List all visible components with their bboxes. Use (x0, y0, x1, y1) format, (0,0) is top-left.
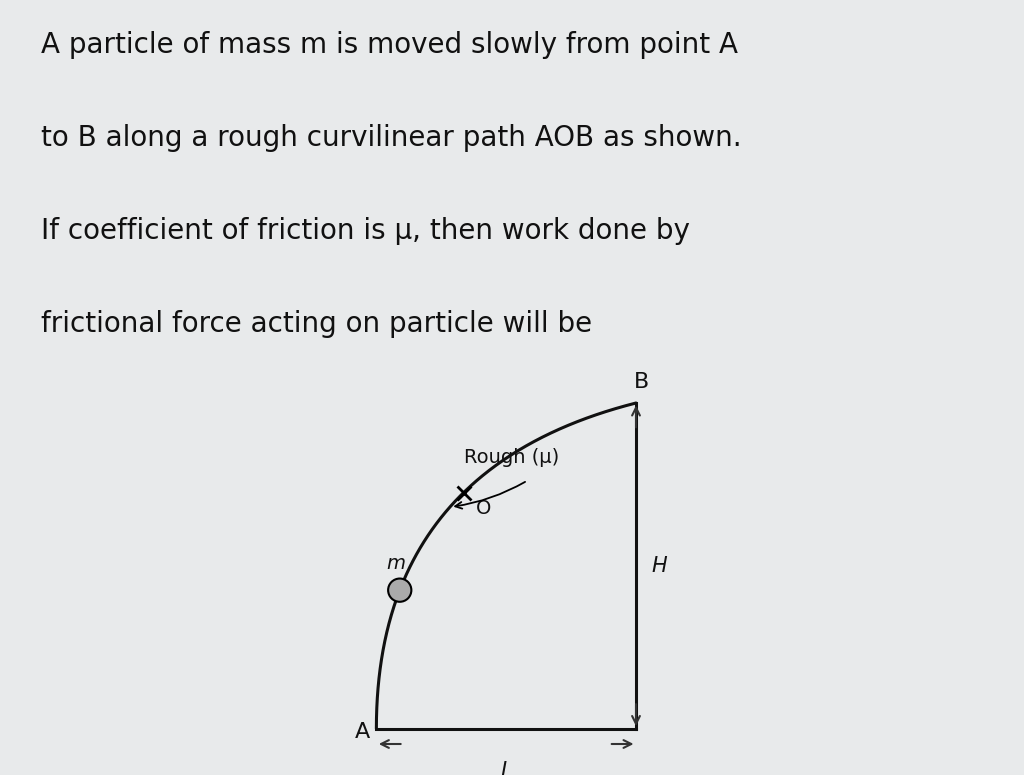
Text: B: B (634, 372, 649, 391)
Text: A: A (355, 722, 371, 742)
Text: m: m (386, 553, 406, 573)
Text: Rough (μ): Rough (μ) (464, 448, 560, 467)
Text: O: O (475, 498, 490, 518)
Text: H: H (651, 556, 667, 576)
Text: frictional force acting on particle will be: frictional force acting on particle will… (41, 310, 592, 338)
Circle shape (388, 578, 412, 601)
Text: A particle of mass m is moved slowly from point A: A particle of mass m is moved slowly fro… (41, 31, 738, 59)
Text: to B along a rough curvilinear path AOB as shown.: to B along a rough curvilinear path AOB … (41, 124, 741, 152)
Text: L: L (501, 761, 512, 775)
Text: If coefficient of friction is μ, then work done by: If coefficient of friction is μ, then wo… (41, 217, 690, 245)
